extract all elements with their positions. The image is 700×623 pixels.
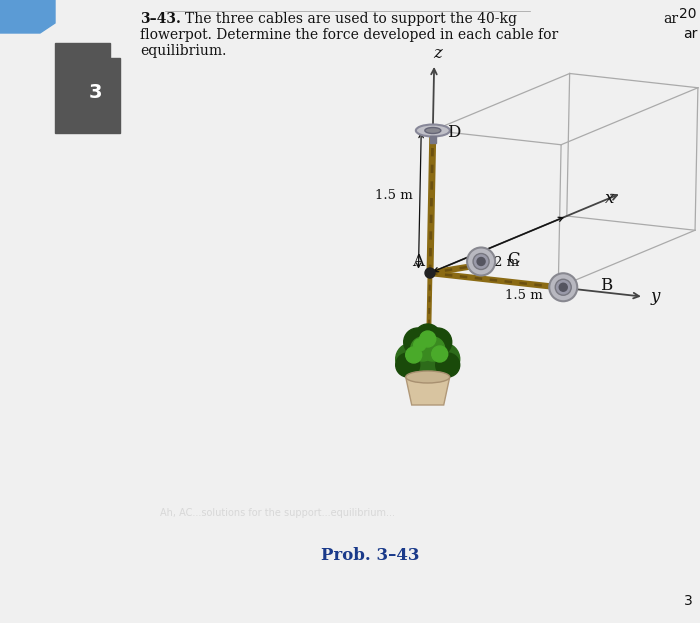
- Text: 3: 3: [88, 83, 102, 103]
- Circle shape: [420, 331, 435, 347]
- Text: D: D: [447, 124, 460, 141]
- Text: equilibrium.: equilibrium.: [140, 44, 226, 58]
- Polygon shape: [430, 135, 436, 143]
- Ellipse shape: [467, 247, 495, 275]
- Ellipse shape: [473, 254, 489, 270]
- Ellipse shape: [406, 371, 449, 383]
- Circle shape: [411, 337, 435, 361]
- Polygon shape: [406, 377, 449, 405]
- Circle shape: [559, 283, 567, 291]
- Circle shape: [395, 343, 428, 375]
- Circle shape: [432, 346, 448, 362]
- Text: Prob. 3–43: Prob. 3–43: [321, 546, 419, 563]
- Text: C: C: [507, 251, 519, 268]
- Circle shape: [424, 328, 452, 356]
- Text: x: x: [605, 189, 614, 207]
- Text: The three cables are used to support the 40-kg: The three cables are used to support the…: [185, 12, 517, 26]
- Circle shape: [404, 328, 432, 356]
- Circle shape: [428, 343, 460, 375]
- Circle shape: [435, 353, 460, 377]
- Text: flowerpot. Determine the force developed in each cable for: flowerpot. Determine the force developed…: [140, 28, 559, 42]
- Text: ar: ar: [682, 27, 697, 41]
- Circle shape: [395, 353, 420, 377]
- Text: z: z: [433, 45, 442, 62]
- Circle shape: [421, 337, 444, 361]
- Text: 3–43.: 3–43.: [140, 12, 181, 26]
- Text: A: A: [412, 252, 424, 270]
- Text: 20: 20: [680, 7, 697, 21]
- Ellipse shape: [555, 279, 571, 295]
- Polygon shape: [55, 43, 120, 133]
- Text: 1.5 m: 1.5 m: [505, 288, 543, 302]
- Ellipse shape: [425, 128, 441, 133]
- Circle shape: [425, 268, 435, 278]
- Ellipse shape: [416, 125, 450, 136]
- Circle shape: [477, 257, 485, 265]
- Text: B: B: [601, 277, 612, 294]
- Circle shape: [407, 335, 448, 375]
- Text: 3: 3: [685, 594, 693, 608]
- Circle shape: [406, 347, 421, 363]
- Polygon shape: [0, 0, 55, 33]
- Ellipse shape: [550, 273, 578, 302]
- Text: y: y: [651, 288, 660, 305]
- Text: ar: ar: [663, 12, 678, 26]
- Text: 2 m: 2 m: [494, 256, 519, 269]
- Text: 1.5 m: 1.5 m: [374, 189, 412, 202]
- Text: Ah, AC...solutions for the support...equilibrium...: Ah, AC...solutions for the support...equ…: [160, 508, 395, 518]
- Circle shape: [414, 324, 441, 350]
- Circle shape: [414, 339, 426, 351]
